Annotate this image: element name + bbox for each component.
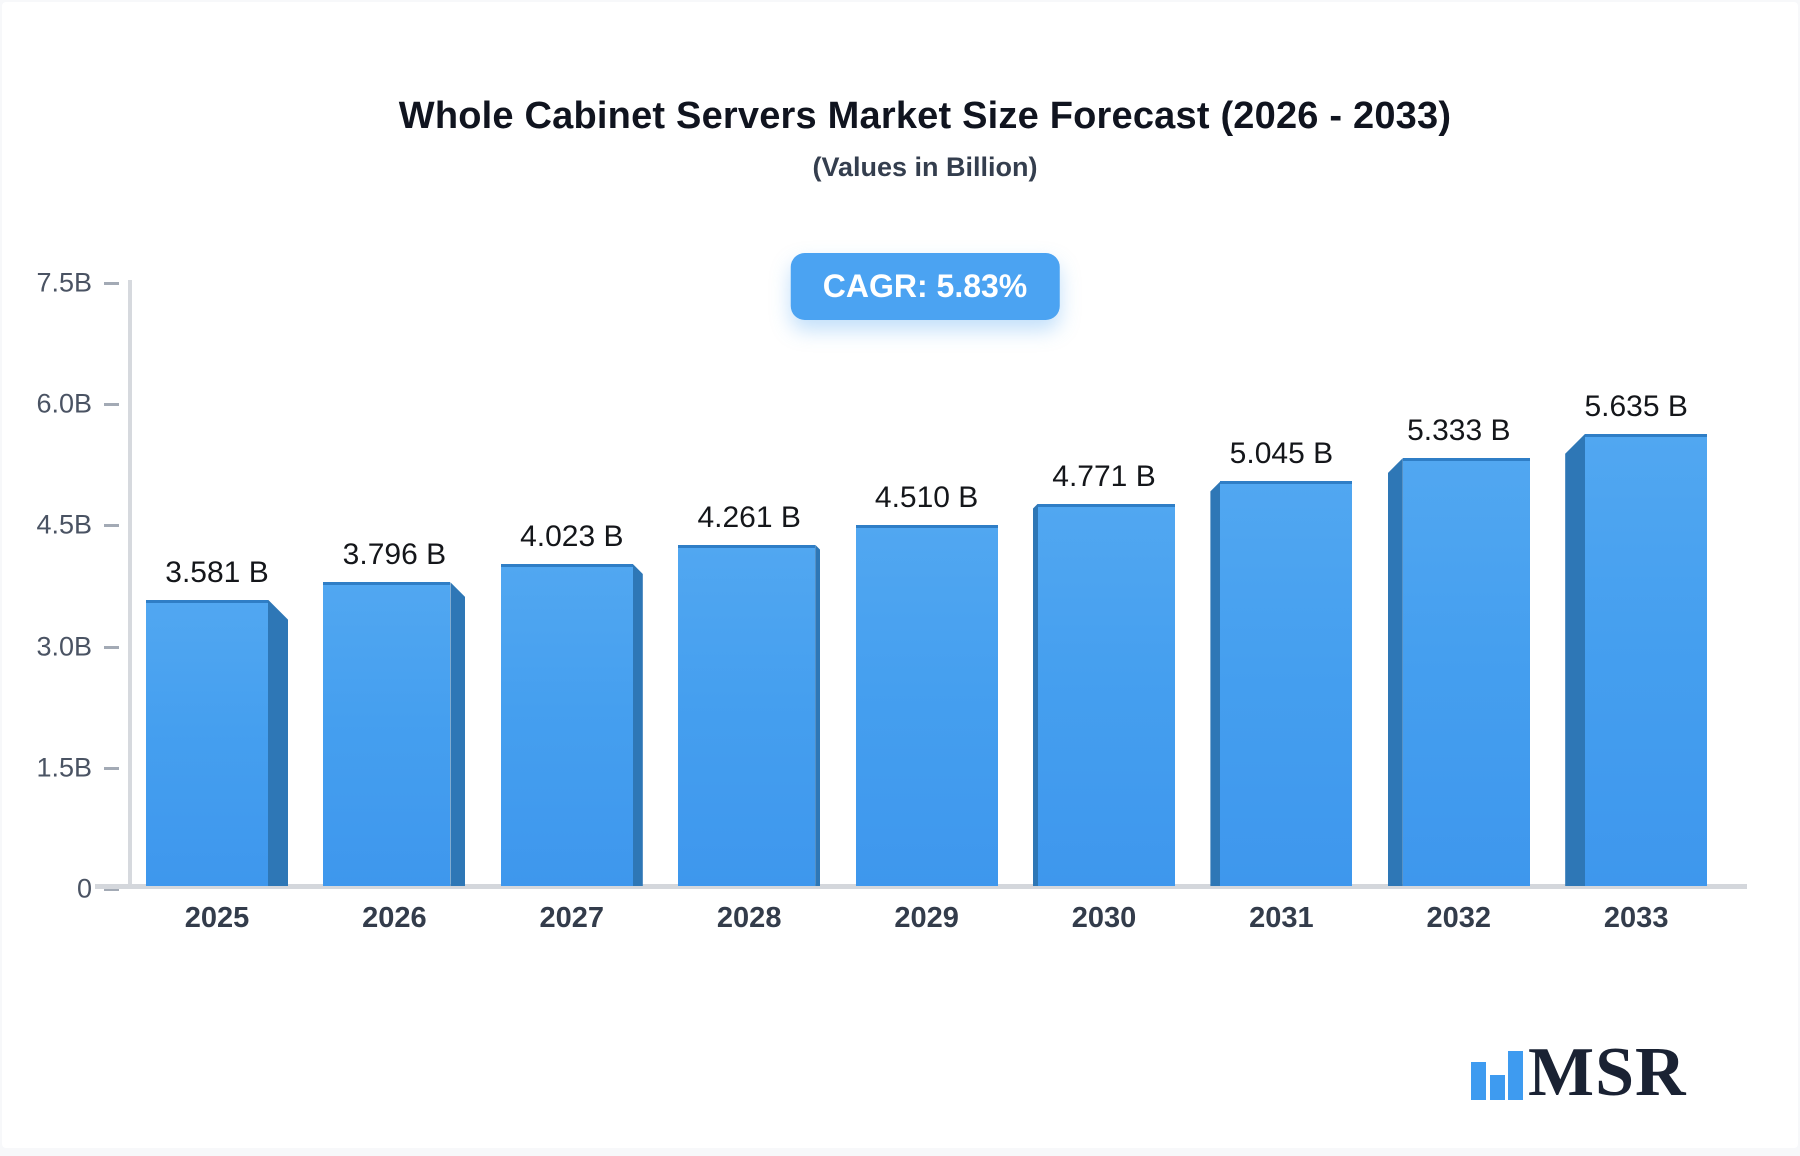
bar-value-label: 3.581 B [165,555,269,589]
chart-header: Whole Cabinet Servers Market Size Foreca… [50,0,1800,183]
x-axis-label-2028: 2028 [716,902,782,934]
bar-2029 [855,524,998,886]
cagr-badge: CAGR: 5.83% [790,253,1060,320]
y-tick-mark [104,766,119,770]
x-axis-label-2027: 2027 [539,902,605,934]
bar-2026 [323,582,451,886]
y-tick-label: 0 [76,873,92,904]
x-axis-label-2025: 2025 [184,902,250,934]
y-tick-label: 6.0B [36,388,92,419]
bar-side-2027 [632,563,643,886]
y-tick-mark [104,403,119,407]
bar-value-label: 3.796 B [342,538,447,572]
msr-logo-bars-icon [1471,1045,1523,1100]
bar-side-2031 [1210,481,1221,886]
y-tick-mark [104,282,119,285]
bar-2031 [1220,481,1353,886]
chart-subtitle: (Values in Billion) [812,152,1038,182]
bar-side-2028 [815,544,821,886]
bar-value-label: 5.333 B [1407,414,1511,448]
y-tick-label: 1.5B [36,752,92,783]
bar-value-label: 5.635 B [1584,389,1688,423]
x-axis-label-2029: 2029 [894,902,959,934]
bar-value-label: 4.510 B [874,480,979,514]
bar-value-label: 4.771 B [1052,459,1156,493]
x-axis-baseline [95,884,1747,889]
y-tick-label: 7.5B [36,267,92,298]
bar-side-2025 [268,599,288,886]
y-tick-mark [104,888,119,891]
msr-logo-text: MSR [1528,1034,1687,1111]
bar-2027 [500,563,633,886]
x-axis-label-2026: 2026 [362,902,427,934]
x-axis-label-2033: 2033 [1603,902,1669,934]
bar-2030 [1038,503,1175,886]
bar-side-2033 [1565,433,1586,886]
bar-value-label: 4.023 B [520,519,624,553]
bar-side-2030 [1033,503,1038,886]
bar-side-2026 [450,582,466,886]
y-tick-mark [104,524,119,528]
bar-2032 [1402,458,1530,886]
bar-2033 [1585,433,1708,886]
y-tick-mark [104,645,119,649]
x-axis-label-2032: 2032 [1426,902,1492,934]
y-tick-label: 4.5B [36,509,92,540]
chart-title: Whole Cabinet Servers Market Size Foreca… [398,95,1452,137]
y-axis-line [128,280,132,889]
bar-2028 [678,544,816,886]
x-axis-label-2031: 2031 [1249,902,1314,934]
bar-2025 [146,599,268,886]
msr-logo: MSR [1471,1034,1687,1111]
y-tick-label: 3.0B [36,631,92,662]
bar-value-label: 4.261 B [697,500,801,534]
bar-value-label: 5.045 B [1229,437,1334,471]
x-axis-label-2030: 2030 [1071,902,1137,934]
bar-side-2032 [1387,458,1403,886]
